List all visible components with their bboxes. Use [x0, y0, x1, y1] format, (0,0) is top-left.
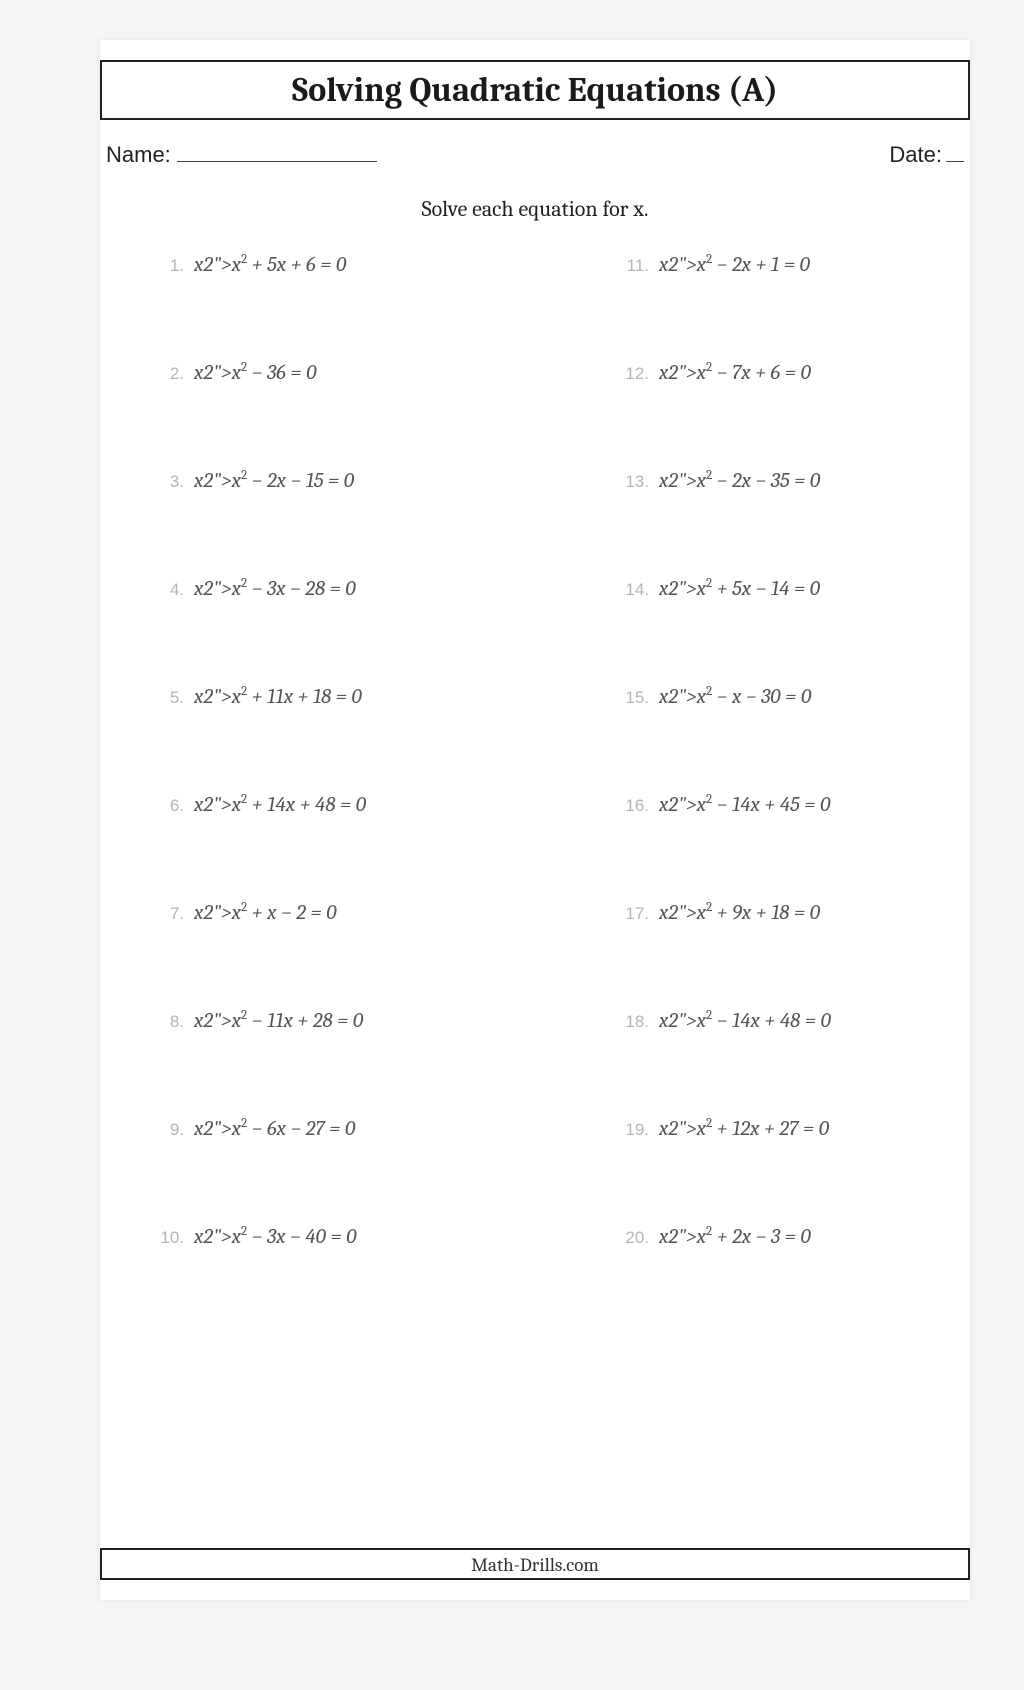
left-column: 1.x2">x2 + 5x + 6 = 0 2.x2">x2 − 36 = 0 … — [160, 252, 485, 1332]
problem-number: 1. — [160, 256, 194, 276]
problem-row: 12.x2">x2 − 7x + 6 = 0 — [625, 360, 950, 385]
problem-number: 18. — [625, 1012, 659, 1032]
equation: x2">x2 − 2x − 35 = 0 — [659, 468, 820, 493]
equation: x2">x2 + 11x + 18 = 0 — [194, 684, 362, 709]
equation: x2">x2 + 12x + 27 = 0 — [659, 1116, 829, 1141]
problem-number: 5. — [160, 688, 194, 708]
problem-number: 3. — [160, 472, 194, 492]
header-row: Name: Date: — [100, 120, 970, 168]
equation: x2">x2 − 3x − 28 = 0 — [194, 576, 356, 601]
problem-row: 1.x2">x2 + 5x + 6 = 0 — [160, 252, 485, 277]
problem-row: 7.x2">x2 + x − 2 = 0 — [160, 900, 485, 925]
problem-number: 8. — [160, 1012, 194, 1032]
equation: x2">x2 + 5x + 6 = 0 — [194, 252, 346, 277]
problem-row: 14.x2">x2 + 5x − 14 = 0 — [625, 576, 950, 601]
problem-number: 20. — [625, 1228, 659, 1248]
equation: x2">x2 − 2x − 15 = 0 — [194, 468, 354, 493]
equation: x2">x2 − 6x − 27 = 0 — [194, 1116, 355, 1141]
problem-row: 3.x2">x2 − 2x − 15 = 0 — [160, 468, 485, 493]
problem-row: 16.x2">x2 − 14x + 45 = 0 — [625, 792, 950, 817]
problem-row: 13.x2">x2 − 2x − 35 = 0 — [625, 468, 950, 493]
name-label: Name: — [106, 142, 171, 167]
problem-number: 10. — [160, 1228, 194, 1248]
problem-number: 17. — [625, 904, 659, 924]
equation: x2">x2 + x − 2 = 0 — [194, 900, 337, 925]
right-column: 11.x2">x2 − 2x + 1 = 0 12.x2">x2 − 7x + … — [485, 252, 950, 1332]
equation: x2">x2 − 14x + 45 = 0 — [659, 792, 830, 817]
problem-number: 2. — [160, 364, 194, 384]
problem-row: 17.x2">x2 + 9x + 18 = 0 — [625, 900, 950, 925]
worksheet-page: Solving Quadratic Equations (A) Name: Da… — [100, 40, 970, 1600]
problem-row: 11.x2">x2 − 2x + 1 = 0 — [625, 252, 950, 277]
equation: x2">x2 + 14x + 48 = 0 — [194, 792, 366, 817]
problem-row: 8.x2">x2 − 11x + 28 = 0 — [160, 1008, 485, 1033]
problem-number: 11. — [625, 256, 659, 276]
problem-row: 6.x2">x2 + 14x + 48 = 0 — [160, 792, 485, 817]
problem-number: 9. — [160, 1120, 194, 1140]
equation: x2">x2 + 2x − 3 = 0 — [659, 1224, 811, 1249]
equation: x2">x2 − 14x + 48 = 0 — [659, 1008, 831, 1033]
equation: x2">x2 + 5x − 14 = 0 — [659, 576, 820, 601]
worksheet-title: Solving Quadratic Equations (A) — [100, 60, 970, 120]
problem-number: 15. — [625, 688, 659, 708]
problem-number: 4. — [160, 580, 194, 600]
problem-row: 10.x2">x2 − 3x − 40 = 0 — [160, 1224, 485, 1249]
problem-row: 15.x2">x2 − x − 30 = 0 — [625, 684, 950, 709]
date-label: Date: — [889, 142, 942, 167]
problem-row: 9.x2">x2 − 6x − 27 = 0 — [160, 1116, 485, 1141]
problem-row: 18.x2">x2 − 14x + 48 = 0 — [625, 1008, 950, 1033]
name-blank-line — [177, 142, 377, 162]
instruction-text: Solve each equation for x. — [100, 196, 970, 222]
problem-row: 19.x2">x2 + 12x + 27 = 0 — [625, 1116, 950, 1141]
problem-number: 12. — [625, 364, 659, 384]
problem-number: 7. — [160, 904, 194, 924]
problem-row: 20.x2">x2 + 2x − 3 = 0 — [625, 1224, 950, 1249]
problem-number: 14. — [625, 580, 659, 600]
equation: x2">x2 + 9x + 18 = 0 — [659, 900, 820, 925]
problem-number: 6. — [160, 796, 194, 816]
equation: x2">x2 − 7x + 6 = 0 — [659, 360, 811, 385]
problem-number: 19. — [625, 1120, 659, 1140]
problem-row: 4.x2">x2 − 3x − 28 = 0 — [160, 576, 485, 601]
equation: x2">x2 − 2x + 1 = 0 — [659, 252, 810, 277]
equation: x2">x2 − 3x − 40 = 0 — [194, 1224, 357, 1249]
equation: x2">x2 − x − 30 = 0 — [659, 684, 811, 709]
date-blank-line — [946, 142, 964, 162]
name-field: Name: — [106, 142, 377, 168]
problem-row: 2.x2">x2 − 36 = 0 — [160, 360, 485, 385]
equation: x2">x2 − 36 = 0 — [194, 360, 316, 385]
problems-grid: 1.x2">x2 + 5x + 6 = 0 2.x2">x2 − 36 = 0 … — [100, 252, 970, 1332]
problem-number: 13. — [625, 472, 659, 492]
equation: x2">x2 − 11x + 28 = 0 — [194, 1008, 363, 1033]
footer: Math-Drills.com — [100, 1548, 970, 1580]
problem-number: 16. — [625, 796, 659, 816]
problem-row: 5.x2">x2 + 11x + 18 = 0 — [160, 684, 485, 709]
date-field: Date: — [889, 142, 964, 168]
